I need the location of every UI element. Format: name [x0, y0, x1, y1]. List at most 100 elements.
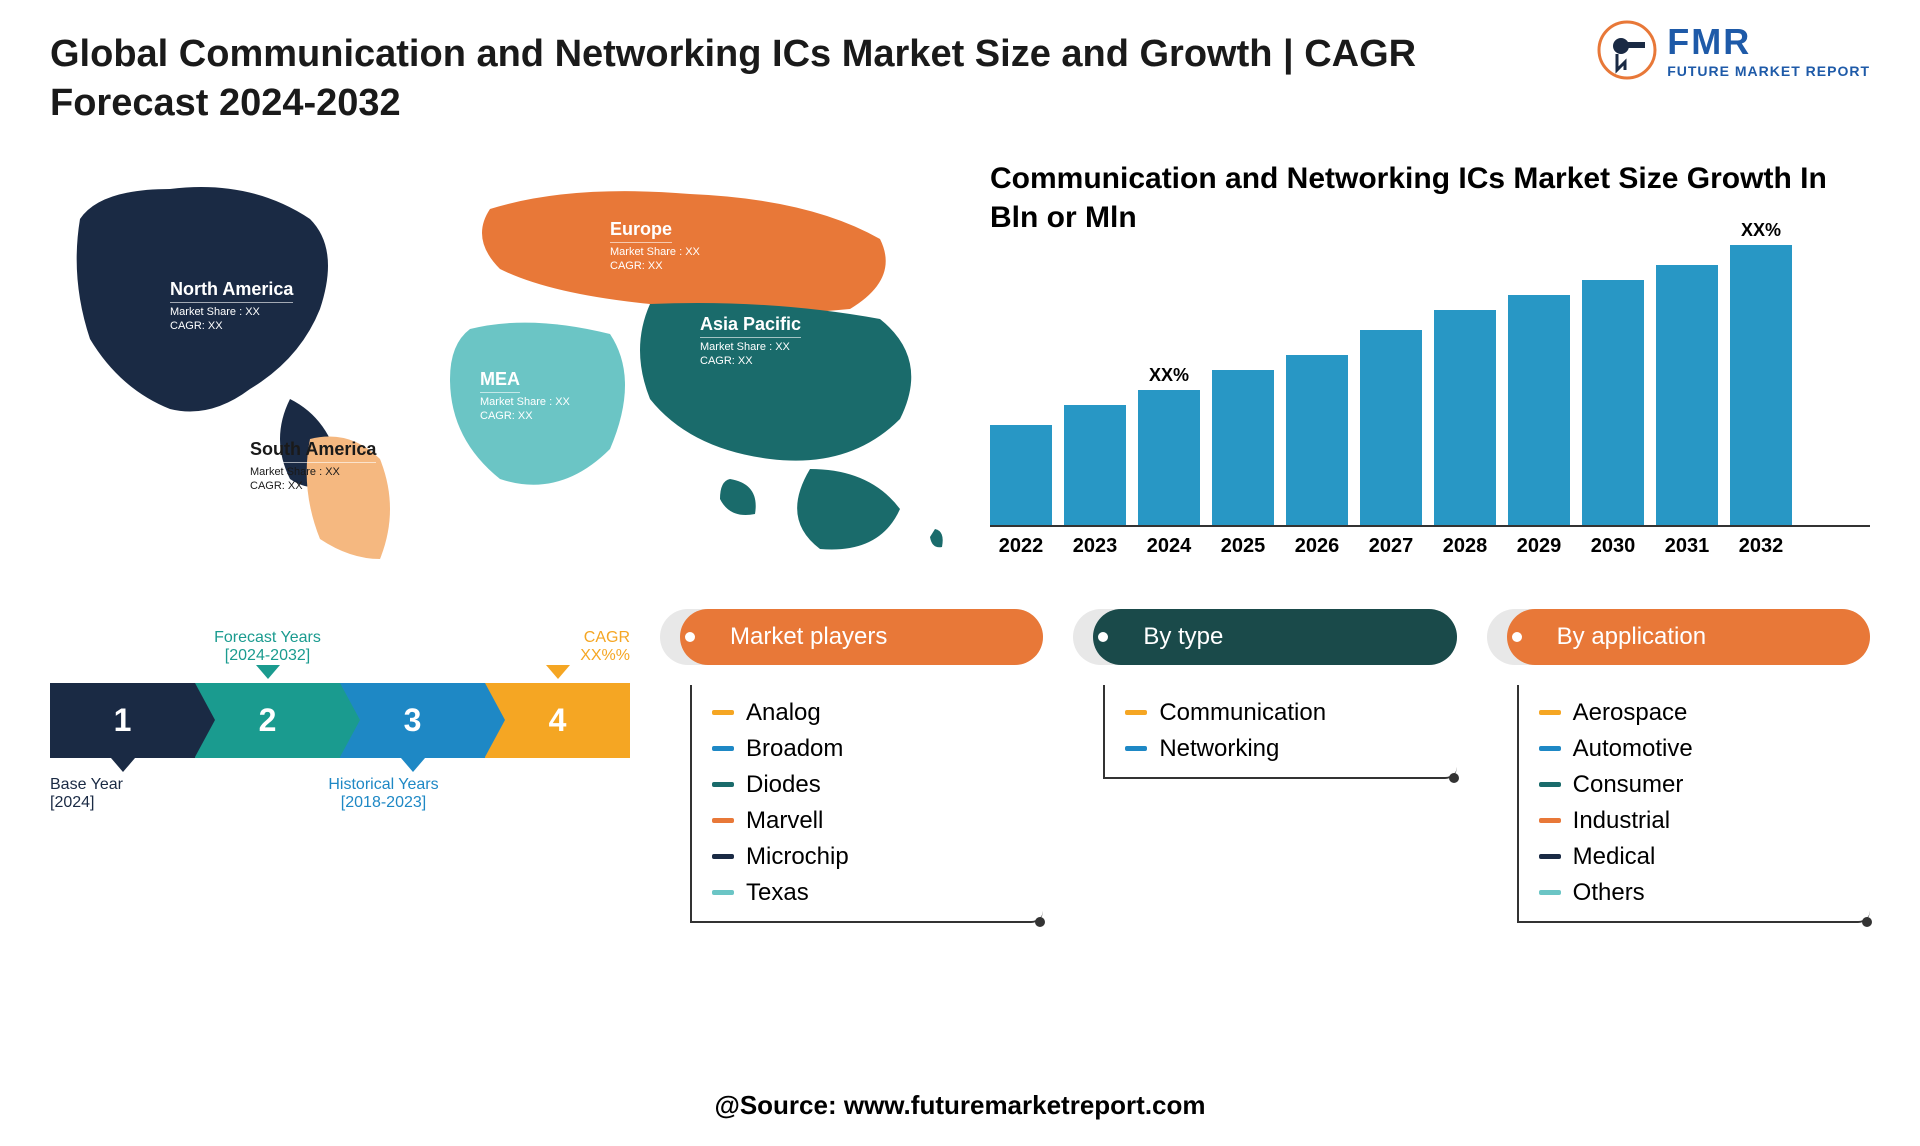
- segment-item-label: Industrial: [1573, 807, 1670, 835]
- dash-icon: [1125, 710, 1147, 715]
- bar-year-label: 2026: [1286, 535, 1348, 558]
- bar-wrap: [1656, 265, 1718, 525]
- bar-year-label: 2025: [1212, 535, 1274, 558]
- region-name: Asia Pacific: [700, 314, 801, 338]
- segment-item: Medical: [1539, 839, 1870, 875]
- bar-wrap: [1064, 405, 1126, 525]
- bar-wrap: [1508, 295, 1570, 525]
- bar-value-label: XX%: [1741, 220, 1781, 241]
- dash-icon: [712, 854, 734, 859]
- bullet-icon: [660, 609, 720, 665]
- segment-item: Texas: [712, 875, 1043, 911]
- timeline-segment: 2: [195, 683, 340, 758]
- bar-year-label: 2031: [1656, 535, 1718, 558]
- segment-item: Analog: [712, 695, 1043, 731]
- chart-bar: [1434, 310, 1496, 525]
- map-region-label: North AmericaMarket Share : XXCAGR: XX: [170, 279, 293, 334]
- chart-title: Communication and Networking ICs Market …: [990, 159, 1870, 237]
- base-value: [2024]: [50, 794, 253, 812]
- timeline-bar: 1234: [50, 683, 630, 758]
- bar-wrap: [1212, 370, 1274, 525]
- bar-year-label: 2024: [1138, 535, 1200, 558]
- bar-wrap: [990, 425, 1052, 525]
- bar-wrap: [1582, 280, 1644, 525]
- bar-wrap: [1286, 355, 1348, 525]
- chart-bar: [990, 425, 1052, 525]
- segment-header-text: By type: [1133, 623, 1223, 651]
- dash-icon: [712, 710, 734, 715]
- region-share: Market Share : XX: [700, 340, 801, 354]
- chart-bar: [1064, 405, 1126, 525]
- segment-list: Aerospace Automotive Consumer Industrial Med…: [1517, 685, 1870, 923]
- bullet-icon: [1487, 609, 1547, 665]
- dash-icon: [712, 746, 734, 751]
- bar-year-label: 2032: [1730, 535, 1792, 558]
- chart-bar: [1212, 370, 1274, 525]
- source-attribution: @Source: www.futuremarketreport.com: [714, 1090, 1205, 1121]
- segment-item: Diodes: [712, 767, 1043, 803]
- segment-item-label: Others: [1573, 879, 1645, 907]
- segment-header-text: Market players: [720, 623, 887, 651]
- segment-item-label: Consumer: [1573, 771, 1684, 799]
- segment-item: Marvell: [712, 803, 1043, 839]
- dash-icon: [1539, 710, 1561, 715]
- page-title: Global Communication and Networking ICs …: [50, 30, 1550, 129]
- pointer-icon: [256, 665, 280, 679]
- world-map: North AmericaMarket Share : XXCAGR: XX So…: [50, 159, 960, 559]
- segment-column: By application Aerospace Automotive Consume…: [1487, 609, 1870, 923]
- region-cagr: CAGR: XX: [610, 259, 700, 273]
- map-region-label: Asia Pacific Market Share : XXCAGR: XX: [700, 314, 801, 369]
- segment-item-label: Analog: [746, 699, 821, 727]
- bar-chart: Communication and Networking ICs Market …: [990, 159, 1870, 559]
- chart-bar: [1286, 355, 1348, 525]
- segment-header: By type: [1073, 609, 1456, 665]
- region-cagr: CAGR: XX: [700, 354, 801, 368]
- region-share: Market Share : XX: [170, 305, 293, 319]
- segment-item-label: Aerospace: [1573, 699, 1688, 727]
- region-cagr: CAGR: XX: [250, 479, 376, 493]
- dash-icon: [1539, 782, 1561, 787]
- infographic-container: Global Communication and Networking ICs …: [0, 0, 1920, 1146]
- bar-year-label: 2027: [1360, 535, 1422, 558]
- dash-icon: [1539, 854, 1561, 859]
- logo-main-text: FMR: [1667, 21, 1870, 63]
- timeline-segment: 3: [340, 683, 485, 758]
- segment-item-label: Microchip: [746, 843, 849, 871]
- logo-sub-text: FUTURE MARKET REPORT: [1667, 63, 1870, 79]
- segment-item: Others: [1539, 875, 1870, 911]
- forecast-label: Forecast Years: [195, 629, 340, 647]
- segment-item-label: Medical: [1573, 843, 1656, 871]
- region-share: Market Share : XX: [250, 465, 376, 479]
- chart-bar: [1656, 265, 1718, 525]
- bar-year-label: 2030: [1582, 535, 1644, 558]
- segment-item: Automotive: [1539, 731, 1870, 767]
- timeline: Forecast Years [2024-2032] CAGR XX%% 123…: [50, 609, 630, 923]
- chart-bar: [1508, 295, 1570, 525]
- pointer-icon: [401, 758, 425, 776]
- segment-item: Broadom: [712, 731, 1043, 767]
- dash-icon: [712, 782, 734, 787]
- segment-item-label: Communication: [1159, 699, 1326, 727]
- region-name: Europe: [610, 219, 672, 243]
- chart-bar: [1360, 330, 1422, 525]
- dash-icon: [1539, 746, 1561, 751]
- segment-list: Analog Broadom Diodes Marvell Microchip Texas: [690, 685, 1043, 923]
- bar-wrap: XX%: [1138, 390, 1200, 525]
- bar-wrap: XX%: [1730, 245, 1792, 525]
- bar-year-label: 2029: [1508, 535, 1570, 558]
- chart-bar: [1138, 390, 1200, 525]
- bullet-icon: [1073, 609, 1133, 665]
- chart-bar: [1582, 280, 1644, 525]
- hist-label: Historical Years: [253, 776, 514, 794]
- bar-wrap: [1434, 310, 1496, 525]
- chart-bars: XX% XX%: [990, 247, 1870, 527]
- segment-header-text: By application: [1547, 623, 1706, 651]
- segment-item: Industrial: [1539, 803, 1870, 839]
- map-region-label: South AmericaMarket Share : XXCAGR: XX: [250, 439, 376, 494]
- bar-year-label: 2023: [1064, 535, 1126, 558]
- segment-header: By application: [1487, 609, 1870, 665]
- segment-item-label: Diodes: [746, 771, 821, 799]
- segment-columns: Market players Analog Broadom Diodes Marvell…: [660, 609, 1870, 923]
- region-cagr: CAGR: XX: [170, 319, 293, 333]
- segment-header: Market players: [660, 609, 1043, 665]
